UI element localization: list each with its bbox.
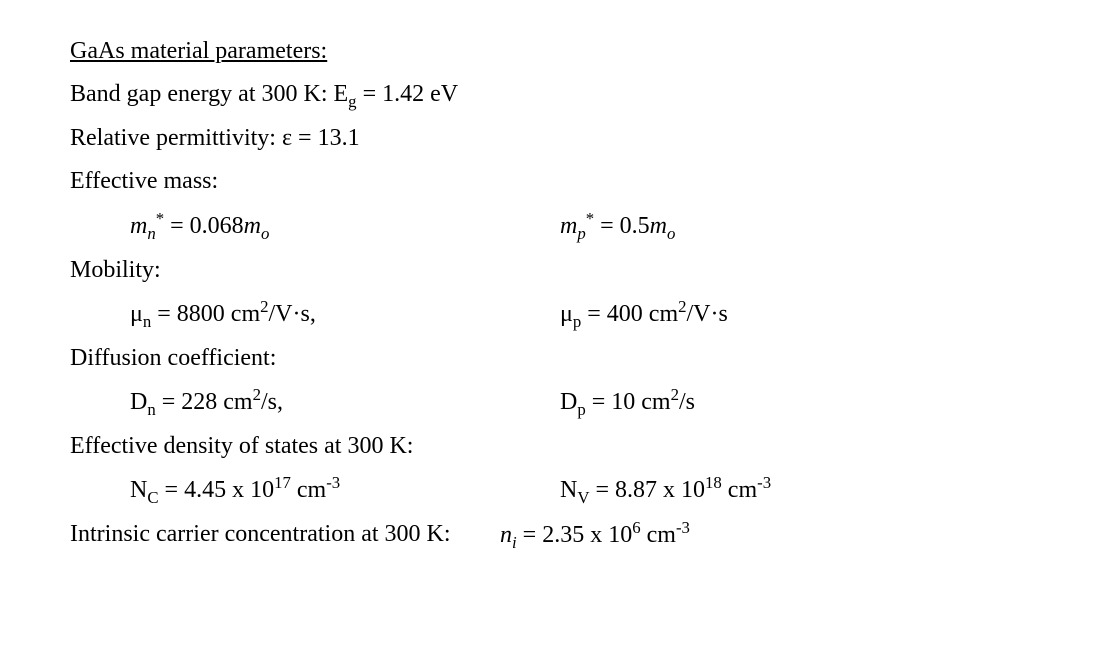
- ni-label-cell: Intrinsic carrier concentration at 300 K…: [70, 513, 500, 558]
- ni-val: = 2.35 x 10: [517, 522, 633, 548]
- nc-sub: C: [147, 488, 158, 507]
- dn-symbol: D: [130, 389, 147, 415]
- ni-cell: ni = 2.35 x 106 cm-3: [500, 513, 1049, 558]
- section-title: GaAs material parameters:: [70, 30, 1049, 73]
- ni-row: Intrinsic carrier concentration at 300 K…: [70, 513, 1049, 558]
- mun-sup: 2: [260, 297, 268, 316]
- document-page: GaAs material parameters: Band gap energ…: [0, 0, 1119, 588]
- nv-cell: NV = 8.87 x 1018 cm-3: [560, 468, 1049, 513]
- nc-val: = 4.45 x 10: [159, 477, 275, 503]
- mup-sub: p: [573, 312, 581, 331]
- dn-sup: 2: [253, 385, 261, 404]
- dos-row: NC = 4.45 x 1017 cm-3 NV = 8.87 x 1018 c…: [70, 468, 1049, 513]
- dn-sub: n: [147, 400, 155, 419]
- permittivity-symbol: ε: [282, 125, 292, 151]
- mp-post-symbol: m: [650, 213, 667, 239]
- dp-cell: Dp = 10 cm2/s: [560, 380, 1049, 425]
- mp-sub: p: [577, 223, 585, 242]
- mp-eq: = 0.5: [594, 213, 650, 239]
- mun-symbol: μ: [130, 301, 143, 327]
- dn-val: = 228 cm: [156, 389, 253, 415]
- nv-sup: 18: [705, 473, 722, 492]
- mun-cell: μn = 8800 cm2/V·s,: [70, 292, 560, 337]
- ni-sup: 6: [632, 518, 640, 537]
- dp-val: = 10 cm: [586, 389, 671, 415]
- mp-sup: *: [586, 209, 594, 228]
- mup-symbol: μ: [560, 301, 573, 327]
- nc-symbol: N: [130, 477, 147, 503]
- mp-symbol: m: [560, 213, 577, 239]
- nc-sup: 17: [274, 473, 291, 492]
- permittivity-line: Relative permittivity: ε = 13.1: [70, 117, 1049, 160]
- bandgap-label: Band gap energy at 300 K:: [70, 81, 334, 107]
- mobility-label: Mobility:: [70, 249, 1049, 292]
- nc-sup2: -3: [326, 473, 340, 492]
- mup-cell: μp = 400 cm2/V·s: [560, 292, 1049, 337]
- bandgap-symbol: E: [334, 81, 349, 107]
- mn-symbol: m: [130, 213, 147, 239]
- ni-symbol: n: [500, 522, 512, 548]
- dp-sup: 2: [671, 385, 679, 404]
- nv-sub: V: [577, 488, 589, 507]
- effective-mass-label: Effective mass:: [70, 160, 1049, 203]
- mup-val: = 400 cm: [581, 301, 678, 327]
- nc-post: cm: [291, 477, 326, 503]
- effective-mass-row: mn* = 0.068mo mp* = 0.5mo: [70, 204, 1049, 249]
- dp-post: /s: [679, 389, 695, 415]
- permittivity-label: Relative permittivity:: [70, 125, 282, 151]
- bandgap-subscript: g: [348, 92, 356, 111]
- mn-eq: = 0.068: [164, 213, 244, 239]
- ni-label: Intrinsic carrier concentration at 300 K…: [70, 521, 451, 547]
- dos-label: Effective density of states at 300 K:: [70, 425, 1049, 468]
- mn-sub: n: [147, 223, 155, 242]
- mn-post-symbol: m: [244, 213, 261, 239]
- mn-cell: mn* = 0.068mo: [70, 204, 560, 249]
- mup-post: /V·s: [687, 301, 728, 327]
- mup-sup: 2: [678, 297, 686, 316]
- mun-post: /V·s,: [269, 301, 316, 327]
- dn-cell: Dn = 228 cm2/s,: [70, 380, 560, 425]
- diffusion-row: Dn = 228 cm2/s, Dp = 10 cm2/s: [70, 380, 1049, 425]
- ni-sup2: -3: [676, 518, 690, 537]
- mobility-row: μn = 8800 cm2/V·s, μp = 400 cm2/V·s: [70, 292, 1049, 337]
- dn-post: /s,: [261, 389, 283, 415]
- mn-sup: *: [156, 209, 164, 228]
- ni-post: cm: [641, 522, 676, 548]
- bandgap-value: = 1.42 eV: [357, 81, 459, 107]
- mun-val: = 8800 cm: [151, 301, 260, 327]
- diffusion-label: Diffusion coefficient:: [70, 337, 1049, 380]
- dp-sub: p: [577, 400, 585, 419]
- nc-cell: NC = 4.45 x 1017 cm-3: [70, 468, 560, 513]
- nv-sup2: -3: [757, 473, 771, 492]
- nv-post: cm: [722, 477, 757, 503]
- nv-val: = 8.87 x 10: [589, 477, 705, 503]
- nv-symbol: N: [560, 477, 577, 503]
- mn-post-sub: o: [261, 223, 269, 242]
- bandgap-line: Band gap energy at 300 K: Eg = 1.42 eV: [70, 73, 1049, 117]
- dp-symbol: D: [560, 389, 577, 415]
- mp-cell: mp* = 0.5mo: [560, 204, 1049, 249]
- mp-post-sub: o: [667, 223, 675, 242]
- mun-sub: n: [143, 312, 151, 331]
- permittivity-value: = 13.1: [292, 125, 360, 151]
